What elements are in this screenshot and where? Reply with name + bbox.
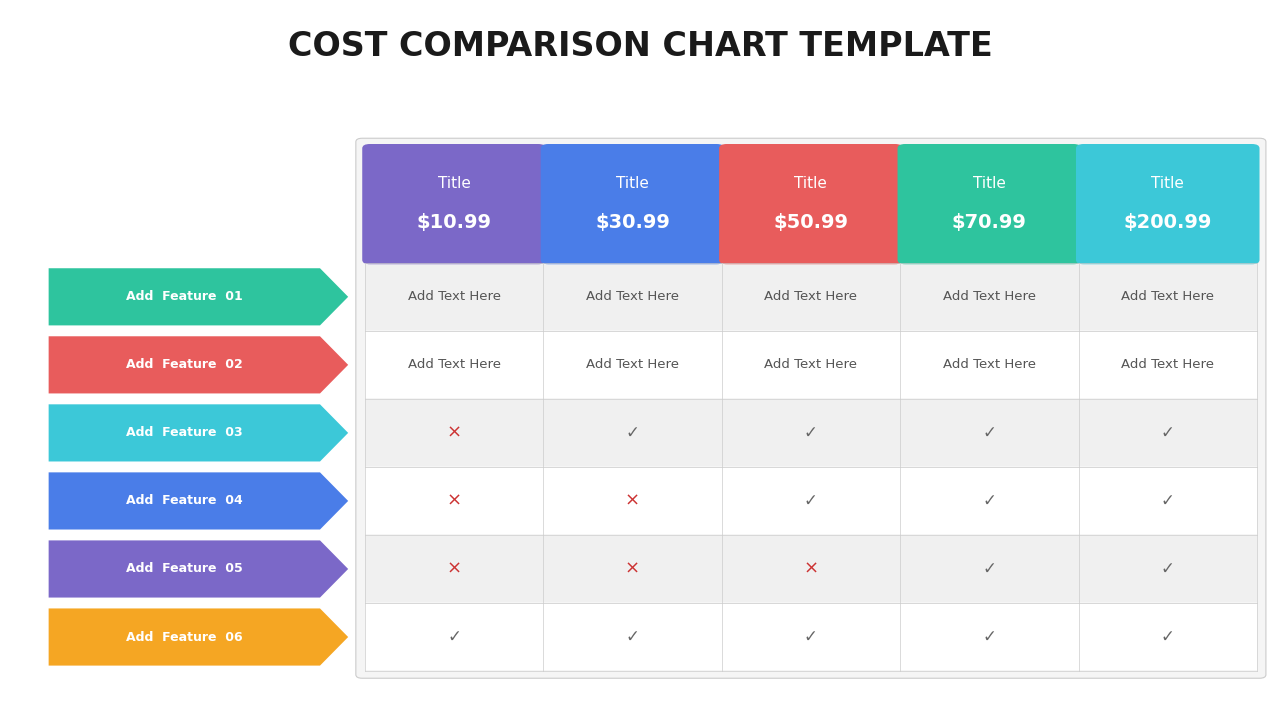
FancyBboxPatch shape [365, 468, 1257, 534]
FancyBboxPatch shape [362, 144, 545, 264]
Text: Add  Feature  01: Add Feature 01 [125, 290, 243, 303]
Text: Add  Feature  05: Add Feature 05 [125, 562, 243, 575]
Text: $10.99: $10.99 [416, 212, 492, 232]
Text: Add  Feature  04: Add Feature 04 [125, 495, 243, 508]
Text: ✓: ✓ [982, 628, 996, 646]
Text: Add Text Here: Add Text Here [764, 290, 858, 303]
Text: $70.99: $70.99 [952, 212, 1027, 232]
FancyBboxPatch shape [540, 144, 724, 264]
Polygon shape [49, 269, 348, 325]
Text: Title: Title [438, 176, 471, 192]
Text: Add Text Here: Add Text Here [1121, 290, 1215, 303]
Text: ✓: ✓ [1161, 560, 1175, 578]
Text: ✓: ✓ [982, 492, 996, 510]
Text: Add Text Here: Add Text Here [407, 359, 500, 372]
Text: ✓: ✓ [626, 424, 640, 442]
Text: Title: Title [795, 176, 827, 192]
Text: Title: Title [973, 176, 1006, 192]
Text: ✓: ✓ [1161, 492, 1175, 510]
Text: $30.99: $30.99 [595, 212, 669, 232]
Text: ✓: ✓ [804, 424, 818, 442]
Text: ✓: ✓ [1161, 628, 1175, 646]
Text: Add Text Here: Add Text Here [407, 290, 500, 303]
Polygon shape [49, 541, 348, 598]
Text: ✓: ✓ [982, 424, 996, 442]
Polygon shape [49, 336, 348, 393]
FancyBboxPatch shape [365, 331, 1257, 398]
Text: Add Text Here: Add Text Here [943, 359, 1036, 372]
FancyBboxPatch shape [356, 138, 1266, 678]
Text: ×: × [447, 560, 462, 578]
Text: Title: Title [1151, 176, 1184, 192]
Polygon shape [49, 472, 348, 529]
FancyBboxPatch shape [365, 536, 1257, 602]
Text: ✓: ✓ [1161, 424, 1175, 442]
Text: Title: Title [616, 176, 649, 192]
Polygon shape [49, 405, 348, 462]
Text: Add  Feature  03: Add Feature 03 [125, 426, 243, 439]
Text: ×: × [447, 424, 462, 442]
FancyBboxPatch shape [365, 264, 1257, 330]
Text: ✓: ✓ [626, 628, 640, 646]
Text: ✓: ✓ [804, 628, 818, 646]
Text: ×: × [625, 560, 640, 578]
Text: ×: × [804, 560, 818, 578]
Text: ×: × [447, 492, 462, 510]
Text: Add  Feature  06: Add Feature 06 [125, 631, 243, 644]
Text: ✓: ✓ [447, 628, 461, 646]
Text: Add Text Here: Add Text Here [943, 290, 1036, 303]
Text: $200.99: $200.99 [1124, 212, 1212, 232]
Text: $50.99: $50.99 [773, 212, 849, 232]
Text: Add Text Here: Add Text Here [586, 359, 678, 372]
Text: ✓: ✓ [804, 492, 818, 510]
FancyBboxPatch shape [719, 144, 902, 264]
Polygon shape [49, 608, 348, 665]
Text: Add Text Here: Add Text Here [764, 359, 858, 372]
Text: Add Text Here: Add Text Here [586, 290, 678, 303]
Text: Add Text Here: Add Text Here [1121, 359, 1215, 372]
FancyBboxPatch shape [365, 603, 1257, 670]
Text: ×: × [625, 492, 640, 510]
FancyBboxPatch shape [365, 400, 1257, 467]
Text: Add  Feature  02: Add Feature 02 [125, 359, 243, 372]
Text: COST COMPARISON CHART TEMPLATE: COST COMPARISON CHART TEMPLATE [288, 30, 992, 63]
FancyBboxPatch shape [1076, 144, 1260, 264]
Text: ✓: ✓ [982, 560, 996, 578]
FancyBboxPatch shape [897, 144, 1082, 264]
